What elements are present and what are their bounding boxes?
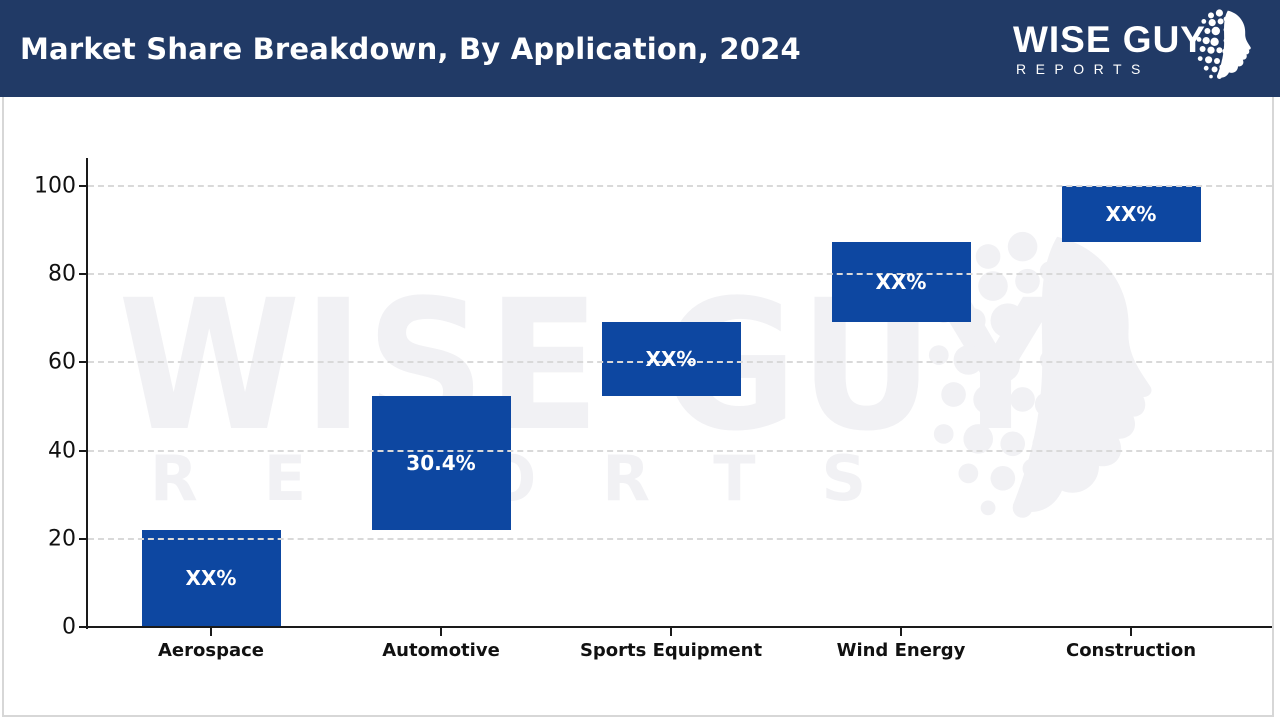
y-tick-label: 80 [48,261,76,287]
y-axis-tick [79,361,88,364]
gridline [88,537,1272,540]
bar-label: XX% [875,269,927,294]
x-axis-tick [900,628,902,636]
logo-text: WISE GUY REPORTS [1013,21,1206,77]
x-axis-tick [440,628,442,636]
page-title: Market Share Breakdown, By Application, … [20,31,801,66]
y-axis-tick [79,449,88,452]
x-axis [86,626,1272,628]
y-tick-label: 0 [62,614,76,640]
bar-label: XX% [645,346,697,371]
bar [601,321,741,396]
bar-label: 30.4% [406,450,476,475]
logo: WISE GUY REPORTS [1013,7,1266,91]
bar [371,395,511,530]
gridline [88,273,1272,276]
gridline [88,361,1272,364]
y-axis-tick [79,185,88,187]
gridline [88,185,1272,187]
bar [141,529,281,627]
x-tick-label: Sports Equipment [579,640,763,661]
logo-wordmark: WISE GUY [1012,18,1206,60]
y-axis [86,158,88,629]
watermark-subtitle: REPORTS [150,442,933,515]
logo-head-icon [1192,7,1266,91]
y-tick-label: 20 [48,526,76,552]
x-axis-tick [210,628,212,636]
gridline [88,449,1272,452]
bar [1061,186,1201,242]
y-tick-label: 60 [48,349,76,375]
x-tick-label: Automotive [382,640,500,661]
x-tick-label: Construction [1065,640,1197,661]
logo-subtitle: REPORTS [1015,60,1150,77]
x-axis-tick [670,628,672,636]
y-tick-label: 40 [48,438,76,464]
y-axis-tick [79,537,88,540]
x-tick-label: Wind Energy [836,640,966,661]
x-axis-tick [1130,628,1132,636]
y-axis-tick [79,273,88,276]
y-tick-label: 100 [34,173,76,199]
bar-label: XX% [185,566,237,591]
bar [831,242,971,322]
bar-label: XX% [1105,202,1157,226]
y-axis-tick [79,626,88,628]
header: Market Share Breakdown, By Application, … [0,0,1280,97]
x-tick-label: Aerospace [157,640,265,661]
